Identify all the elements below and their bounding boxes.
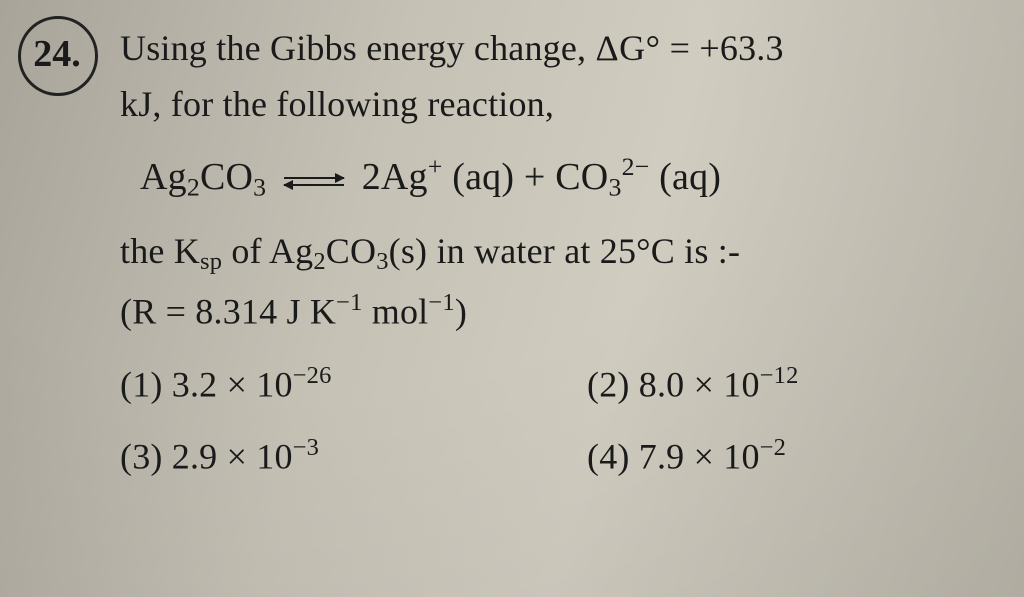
sup: +: [428, 152, 443, 181]
reaction-equation: Ag2CO3 2Ag+ (aq) + CO32− (aq): [140, 148, 994, 206]
sup: −12: [760, 362, 799, 389]
sub: 2: [187, 173, 200, 202]
question-number-circle: 24.: [18, 16, 98, 96]
equilibrium-arrows-icon: [284, 162, 344, 200]
opt-text: (2) 8.0 × 10: [587, 364, 760, 404]
options-grid: (1) 3.2 × 10−26 (2) 8.0 × 10−12 (3) 2.9 …: [120, 358, 994, 483]
text: the K: [120, 231, 200, 271]
sub: 3: [376, 248, 388, 275]
sup: −1: [336, 289, 362, 316]
prompt-line-1: Using the Gibbs energy change, ΔG° = +63…: [120, 22, 994, 74]
text: Using the Gibbs energy change,: [120, 28, 595, 68]
lhs-co: CO: [200, 157, 253, 199]
question-number: 24: [33, 32, 71, 76]
text: (R = 8.314 J K: [120, 292, 336, 332]
sup: −1: [428, 289, 454, 316]
sub: 3: [608, 173, 621, 202]
prompt-line-2: kJ, for the following reaction,: [120, 78, 994, 130]
text: kJ, for the following reaction,: [120, 84, 554, 124]
text: CO: [326, 231, 376, 271]
sub: sp: [200, 248, 222, 275]
rhs-par1: (aq) + CO: [443, 157, 609, 199]
text: ): [455, 292, 467, 332]
option-3: (3) 2.9 × 10−3: [120, 430, 527, 483]
opt-text: (4) 7.9 × 10: [587, 437, 760, 477]
text: of Ag: [222, 231, 313, 271]
opt-text: (1) 3.2 × 10: [120, 364, 293, 404]
sub: 2: [313, 248, 325, 275]
question-page: 24. Using the Gibbs energy change, ΔG° =…: [0, 0, 1024, 597]
sup: −3: [293, 434, 319, 461]
text: mol: [363, 292, 429, 332]
option-2: (2) 8.0 × 10−12: [587, 358, 994, 411]
opt-text: (3) 2.9 × 10: [120, 437, 293, 477]
rhs-par2: (aq): [649, 157, 721, 199]
sup: −26: [293, 362, 332, 389]
prompt-line-3: the Ksp of Ag2CO3(s) in water at 25°C is…: [120, 225, 994, 280]
question-body: Using the Gibbs energy change, ΔG° = +63…: [120, 22, 994, 483]
delta-g: ΔG°: [595, 28, 660, 68]
option-4: (4) 7.9 × 10−2: [587, 430, 994, 483]
prompt-line-4: (R = 8.314 J K−1 mol−1): [120, 285, 994, 338]
lhs-ag: Ag: [140, 157, 187, 199]
rhs-a: 2Ag: [362, 157, 428, 199]
option-1: (1) 3.2 × 10−26: [120, 358, 527, 411]
equals: =: [660, 28, 699, 68]
sup: 2−: [622, 152, 650, 181]
value: +63.3: [699, 28, 783, 68]
sub: 3: [253, 173, 266, 202]
text: (s) in water at 25°C is :-: [389, 231, 741, 271]
sup: −2: [760, 434, 786, 461]
